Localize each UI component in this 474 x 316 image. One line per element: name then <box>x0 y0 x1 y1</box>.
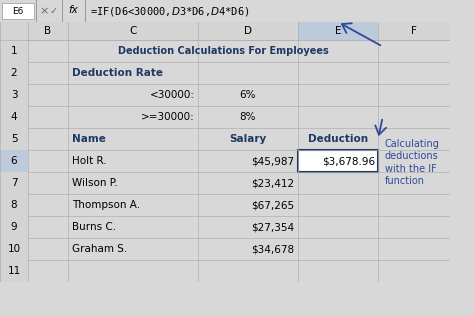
Text: Deduction: Deduction <box>308 134 368 144</box>
Text: $67,265: $67,265 <box>251 200 294 210</box>
Text: Deduction Calculations For Employees: Deduction Calculations For Employees <box>118 46 328 56</box>
Text: 6: 6 <box>11 156 18 166</box>
Text: 3: 3 <box>11 90 18 100</box>
Text: 5: 5 <box>11 134 18 144</box>
FancyBboxPatch shape <box>0 22 450 40</box>
Text: $23,412: $23,412 <box>251 178 294 188</box>
Text: ×: × <box>39 6 49 16</box>
Text: 7: 7 <box>11 178 18 188</box>
Text: 2: 2 <box>11 68 18 78</box>
Text: Thompson A.: Thompson A. <box>72 200 140 210</box>
Text: D: D <box>244 26 252 36</box>
Text: Burns C.: Burns C. <box>72 222 116 232</box>
Text: 1: 1 <box>11 46 18 56</box>
FancyBboxPatch shape <box>0 40 28 282</box>
Text: 6%: 6% <box>240 90 256 100</box>
Text: =IF(D6<30000,$D$3*D6,$D$4*D6): =IF(D6<30000,$D$3*D6,$D$4*D6) <box>90 4 249 17</box>
FancyBboxPatch shape <box>298 150 378 172</box>
Text: B: B <box>45 26 52 36</box>
Text: ✓: ✓ <box>50 6 58 16</box>
Text: Holt R.: Holt R. <box>72 156 107 166</box>
FancyBboxPatch shape <box>0 150 28 172</box>
Text: E6: E6 <box>12 7 24 15</box>
Text: $45,987: $45,987 <box>251 156 294 166</box>
Text: 11: 11 <box>8 266 21 276</box>
Text: 8%: 8% <box>240 112 256 122</box>
Text: F: F <box>411 26 417 36</box>
Text: C: C <box>129 26 137 36</box>
Text: $27,354: $27,354 <box>251 222 294 232</box>
Text: >=30000:: >=30000: <box>141 112 195 122</box>
Text: Salary: Salary <box>229 134 266 144</box>
Text: <30000:: <30000: <box>150 90 195 100</box>
Text: $34,678: $34,678 <box>251 244 294 254</box>
Text: Graham S.: Graham S. <box>72 244 127 254</box>
Text: E: E <box>335 26 341 36</box>
Text: fx: fx <box>68 5 78 15</box>
Text: 8: 8 <box>11 200 18 210</box>
Text: $3,678.96: $3,678.96 <box>322 156 375 166</box>
Text: Wilson P.: Wilson P. <box>72 178 118 188</box>
Text: 10: 10 <box>8 244 20 254</box>
Text: Calculating
deductions
with the IF
function: Calculating deductions with the IF funct… <box>385 139 439 186</box>
Text: Deduction Rate: Deduction Rate <box>72 68 163 78</box>
FancyBboxPatch shape <box>298 22 378 40</box>
FancyBboxPatch shape <box>2 3 34 19</box>
Text: 9: 9 <box>11 222 18 232</box>
Text: Name: Name <box>72 134 106 144</box>
Text: 4: 4 <box>11 112 18 122</box>
